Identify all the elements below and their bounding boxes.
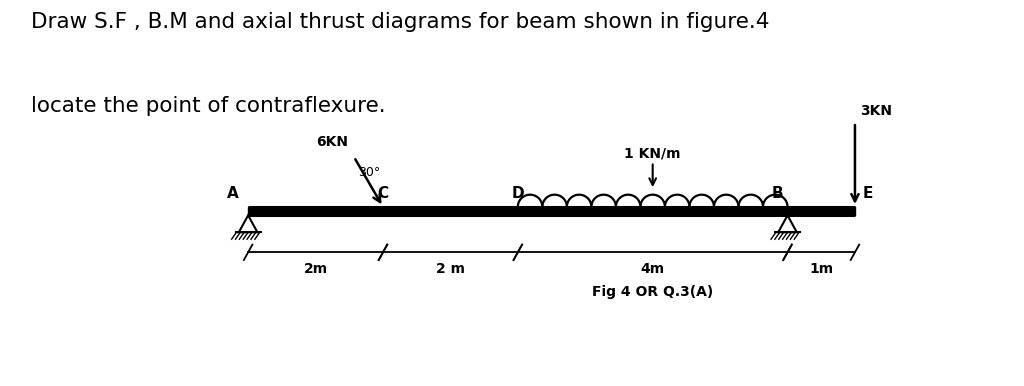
Text: Fig 4 OR Q.3(A): Fig 4 OR Q.3(A) <box>592 284 714 299</box>
Text: A: A <box>226 186 239 201</box>
Text: 2 m: 2 m <box>436 262 465 276</box>
Text: E: E <box>862 186 873 201</box>
Text: 30°: 30° <box>357 166 380 179</box>
Text: 1m: 1m <box>809 262 834 276</box>
Text: B: B <box>772 186 783 201</box>
Text: 4m: 4m <box>641 262 665 276</box>
Text: 2m: 2m <box>303 262 328 276</box>
Text: 1 KN/m: 1 KN/m <box>625 146 681 160</box>
Text: Draw S.F , B.M and axial thrust diagrams for beam shown in figure.4: Draw S.F , B.M and axial thrust diagrams… <box>31 12 769 32</box>
Text: D: D <box>512 186 524 201</box>
Text: 6KN: 6KN <box>315 135 348 149</box>
Text: C: C <box>378 186 388 201</box>
Text: locate the point of contraflexure.: locate the point of contraflexure. <box>31 96 385 117</box>
Text: 3KN: 3KN <box>860 103 892 118</box>
